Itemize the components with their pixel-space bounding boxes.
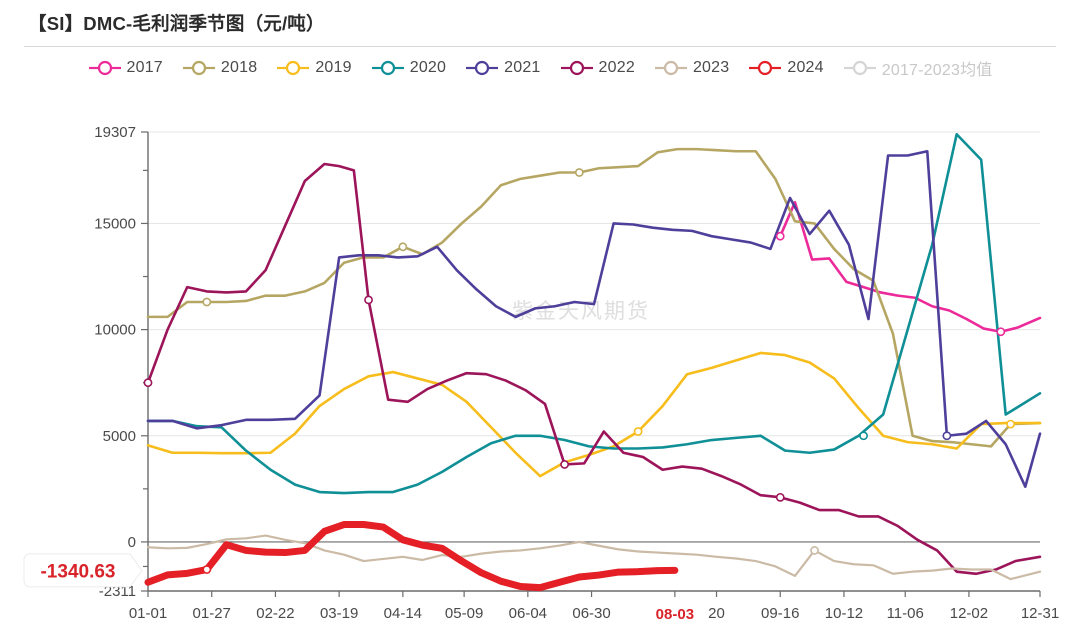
x-tick-label: 11-06 [887, 605, 924, 622]
legend-marker-icon [843, 60, 876, 76]
title-divider [24, 46, 1056, 47]
data-point-marker-2024 [202, 565, 212, 574]
legend-marker-icon [466, 60, 499, 76]
legend-marker-icon [654, 60, 687, 76]
data-point-marker-2017 [775, 231, 785, 241]
legend-item-label: 2018 [220, 59, 258, 76]
legend-marker-icon [182, 60, 215, 76]
legend-marker-icon [560, 60, 593, 76]
y-tick-label: 10000 [94, 322, 136, 339]
callout-bubble [23, 553, 143, 588]
legend-item-2020[interactable]: 2020 [371, 59, 446, 77]
y-tick-label: 0 [128, 534, 136, 551]
series-line-2020 [146, 132, 1042, 495]
x-tick-label: 12-31 [1021, 605, 1059, 622]
data-point-marker-2018 [574, 168, 584, 177]
data-point-marker-2022 [560, 460, 569, 469]
x-tick-label: 06-04 [509, 605, 547, 622]
legend-item-2024[interactable]: 2024 [748, 59, 824, 77]
x-tick-label: 01-01 [129, 605, 167, 622]
x-tick-label: 09-16 [761, 605, 799, 622]
legend-item-2019[interactable]: 2019 [276, 59, 352, 77]
data-point-marker-2017 [996, 327, 1006, 337]
data-point-marker-2019 [1006, 419, 1015, 429]
value-callout: -1340.63 [23, 553, 143, 588]
data-point-marker-2018 [398, 242, 408, 252]
legend-marker-icon [749, 60, 782, 76]
legend-item-label: 2022 [598, 59, 635, 76]
plot-area: 19307 15000 10000 5000 0 -2311 01-01 01-27 02-22… [0, 86, 1080, 638]
data-point-marker-2019 [633, 427, 643, 436]
x-tick-label: 02-22 [256, 605, 294, 622]
legend-marker-icon [88, 60, 121, 76]
legend-item-label: 2024 [787, 59, 824, 76]
x-tick-label: 05-09 [445, 605, 483, 622]
series-line-2022 [146, 162, 1042, 576]
series-line-2017 [778, 200, 1042, 334]
legend-item-2023[interactable]: 2023 [654, 59, 729, 77]
legend-item-label: 2017-2023均值 [881, 62, 993, 79]
data-point-marker-2022 [143, 378, 153, 388]
data-point-marker-2018 [202, 297, 212, 307]
data-point-marker-2022 [364, 295, 373, 305]
chart-legend: 2017 2018 2019 2020 2021 2022 2023 2024 2017-202… [0, 50, 1080, 86]
legend-item-2017-2023均值[interactable]: 2017-2023均值 [843, 56, 993, 80]
legend-item-label: 2021 [504, 59, 541, 76]
series-line-2021 [146, 149, 1042, 489]
x-tick-label: 12-02 [950, 605, 988, 622]
legend-item-label: 2020 [409, 59, 447, 76]
y-tick-label: 19307 [94, 124, 136, 141]
x-tick-label: 04-14 [384, 605, 422, 622]
legend-marker-icon [277, 60, 310, 76]
x-tick-label: 10-12 [825, 605, 863, 622]
legend-item-2022[interactable]: 2022 [560, 59, 635, 77]
data-point-marker-2020 [859, 431, 868, 441]
legend-item-2017[interactable]: 2017 [88, 59, 163, 77]
x-tick-label: 01-27 [193, 605, 231, 622]
x-tick-label: 20 [708, 605, 725, 622]
x-tick-label-highlight: 08-03 [656, 606, 694, 623]
series-line-2018 [146, 147, 1042, 448]
data-point-marker-2021 [942, 431, 952, 441]
series-line-2024 [144, 521, 679, 592]
legend-item-2021[interactable]: 2021 [465, 59, 540, 77]
data-point-marker-2022 [775, 492, 785, 502]
data-point-marker-2023 [810, 546, 819, 555]
series-line-2023 [146, 534, 1042, 581]
legend-item-2018[interactable]: 2018 [182, 59, 257, 77]
legend-item-label: 2019 [315, 59, 352, 76]
callout-value: -1340.63 [40, 561, 115, 582]
page-title: 【SI】DMC-毛利润季节图（元/吨） [28, 13, 325, 34]
legend-item-label: 2023 [692, 59, 730, 76]
series-line-2019 [146, 351, 1042, 478]
y-tick-label: 5000 [103, 428, 136, 445]
legend-marker-icon [371, 60, 404, 76]
chart-title-bar: 【SI】DMC-毛利润季节图（元/吨） [0, 0, 1080, 46]
y-tick-label: 15000 [94, 215, 136, 232]
x-tick-label: 06-30 [572, 605, 610, 622]
legend-item-label: 2017 [126, 59, 163, 76]
x-tick-label: 03-19 [320, 605, 358, 622]
watermark: 紫金天风期货 [512, 300, 650, 323]
